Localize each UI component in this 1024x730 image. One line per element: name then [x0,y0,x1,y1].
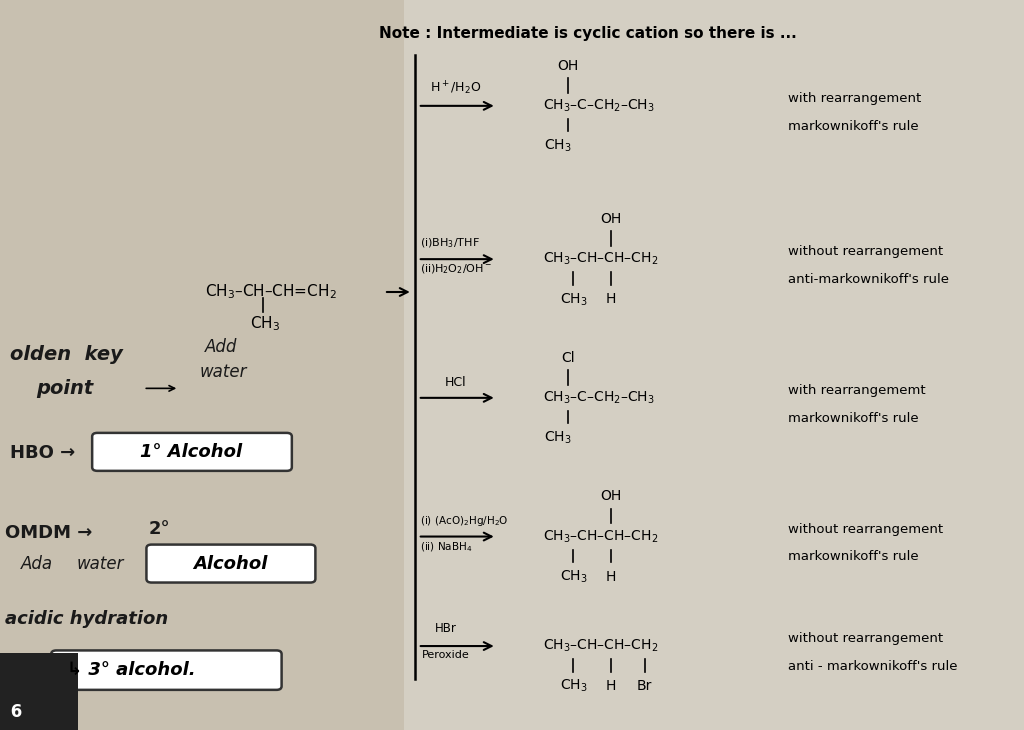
Text: anti - markownikoff's rule: anti - markownikoff's rule [788,660,958,673]
Text: without rearrangement: without rearrangement [788,523,943,536]
Text: without rearrangement: without rearrangement [788,632,943,645]
Text: acidic hydration: acidic hydration [5,610,168,628]
Text: H: H [605,569,615,584]
Text: Note : Intermediate is cyclic cation so there is ...: Note : Intermediate is cyclic cation so … [379,26,797,41]
Text: CH$_3$–CH–CH=CH$_2$: CH$_3$–CH–CH=CH$_2$ [205,283,337,301]
Text: OH: OH [601,212,622,226]
Text: (ii) NaBH$_4$: (ii) NaBH$_4$ [420,540,472,554]
Text: CH$_3$: CH$_3$ [560,569,588,585]
Text: (ii)H$_2$O$_2$/OH$^-$: (ii)H$_2$O$_2$/OH$^-$ [420,263,493,277]
Text: 1° Alcohol: 1° Alcohol [140,443,243,461]
Text: Br: Br [637,679,652,694]
Text: CH$_3$–CH–CH–CH$_2$: CH$_3$–CH–CH–CH$_2$ [543,638,658,654]
Text: markownikoff's rule: markownikoff's rule [788,412,920,425]
Text: CH$_3$: CH$_3$ [560,678,588,694]
FancyBboxPatch shape [92,433,292,471]
FancyBboxPatch shape [404,0,1024,730]
Text: Cl: Cl [561,350,575,365]
FancyBboxPatch shape [146,545,315,583]
Text: HCl: HCl [444,376,467,389]
Text: Peroxide: Peroxide [422,650,469,660]
Text: CH$_3$: CH$_3$ [560,291,588,307]
FancyBboxPatch shape [404,0,1024,730]
Text: (i) (AcO)$_2$Hg/H$_2$O: (i) (AcO)$_2$Hg/H$_2$O [420,514,508,528]
Text: CH$_3$: CH$_3$ [250,314,280,333]
Text: OMDM →: OMDM → [5,524,92,542]
Text: CH$_3$–C–CH$_2$–CH$_3$: CH$_3$–C–CH$_2$–CH$_3$ [543,390,654,406]
Text: H: H [605,292,615,307]
Text: CH$_3$–C–CH$_2$–CH$_3$: CH$_3$–C–CH$_2$–CH$_3$ [543,98,654,114]
Text: Alcohol: Alcohol [194,555,267,572]
Text: olden  key: olden key [10,345,123,364]
Text: Ada: Ada [20,555,52,572]
Text: 2°: 2° [148,520,170,538]
Text: with rearrangement: with rearrangement [788,92,922,105]
Text: without rearrangement: without rearrangement [788,245,943,258]
Text: CH$_3$: CH$_3$ [545,138,571,154]
Text: H: H [605,679,615,694]
Text: Add: Add [205,338,238,356]
Text: point: point [36,379,93,398]
Text: 6: 6 [5,703,28,721]
Text: with rearrangememt: with rearrangememt [788,384,926,397]
Text: HBO →: HBO → [10,444,76,461]
Text: water: water [200,364,247,381]
Text: CH$_3$: CH$_3$ [545,430,571,446]
Text: markownikoff's rule: markownikoff's rule [788,120,920,133]
Text: HBr: HBr [434,622,457,635]
Text: OH: OH [558,58,579,73]
Text: anti-markownikoff's rule: anti-markownikoff's rule [788,273,949,286]
FancyBboxPatch shape [51,650,282,690]
Text: (i)BH$_3$/THF: (i)BH$_3$/THF [420,237,479,250]
Text: H$^+$/H$_2$O: H$^+$/H$_2$O [430,80,481,97]
Text: OH: OH [601,489,622,504]
Text: CH$_3$–CH–CH–CH$_2$: CH$_3$–CH–CH–CH$_2$ [543,529,658,545]
Text: CH$_3$–CH–CH–CH$_2$: CH$_3$–CH–CH–CH$_2$ [543,251,658,267]
Text: water: water [77,555,124,572]
Text: ↳ 3° alcohol.: ↳ 3° alcohol. [67,661,196,679]
Text: markownikoff's rule: markownikoff's rule [788,550,920,564]
